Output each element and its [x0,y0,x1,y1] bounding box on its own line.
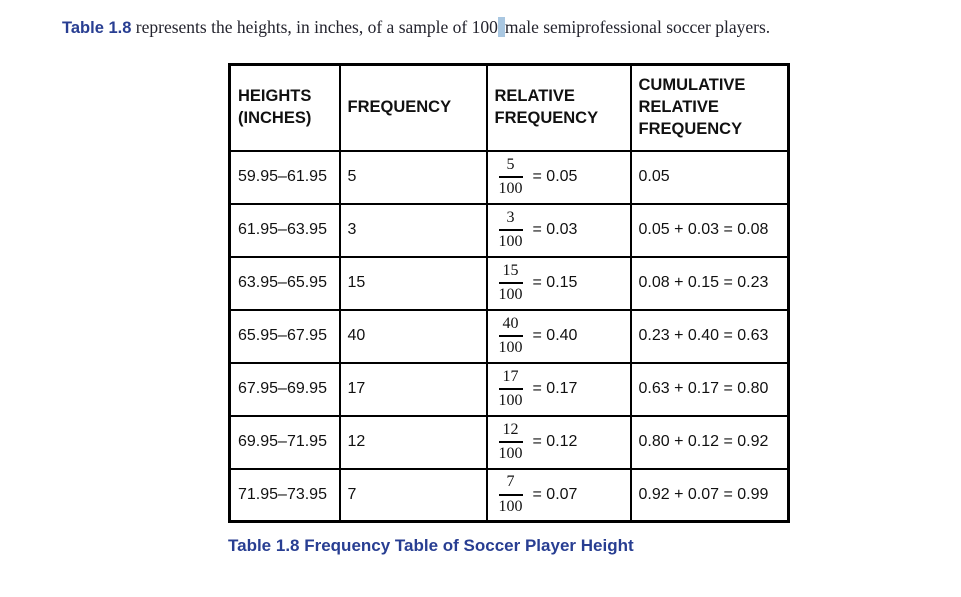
fraction-denominator: 100 [498,392,523,409]
intro-paragraph[interactable]: Table 1.8 represents the heights, in inc… [62,16,770,40]
cell-frequency: 7 [338,467,488,523]
cell-cumulative-relative-frequency: 0.08 + 0.15 = 0.23 [629,255,790,311]
fraction-numerator: 5 [498,156,523,178]
fraction-denominator: 100 [498,445,523,462]
cell-cumulative-relative-frequency: 0.80 + 0.12 = 0.92 [629,414,790,470]
column-header-cumulative-relative-frequency: CUMULATIVE RELATIVE FREQUENCY [629,63,790,152]
fraction-denominator: 100 [498,497,523,515]
cell-relative-frequency: 17 100 = 0.17 [485,361,632,417]
column-header-heights: HEIGHTS (INCHES) [228,63,341,152]
fraction-result: = 0.15 [532,274,578,291]
fraction-denominator: 100 [498,180,523,197]
cell-relative-frequency: 15 100 = 0.15 [485,255,632,311]
fraction: 5 100 [498,156,523,199]
intro-text-before-cursor: represents the heights, in inches, of a … [131,17,498,37]
fraction-numerator: 40 [498,315,523,337]
fraction-result: = 0.03 [532,221,578,238]
cell-heights: 69.95–71.95 [228,414,341,470]
table-row: 67.95–69.95 17 17 100 = 0.17 0.63 + 0.17 =… [228,361,790,417]
table-row: 63.95–65.95 15 15 100 = 0.15 0.08 + 0.15 =… [228,255,790,311]
cell-relative-frequency: 3 100 = 0.03 [485,202,632,258]
cell-heights: 63.95–65.95 [228,255,341,311]
fraction: 15 100 [498,262,523,305]
fraction-numerator: 12 [498,421,523,443]
cell-frequency: 5 [338,149,488,205]
cell-cumulative-relative-frequency: 0.23 + 0.40 = 0.63 [629,308,790,364]
fraction-numerator: 3 [498,209,523,231]
fraction-numerator: 15 [498,262,523,284]
fraction-result: = 0.07 [532,485,578,503]
cell-heights: 67.95–69.95 [228,361,341,417]
fraction-numerator: 17 [498,368,523,390]
cell-frequency: 40 [338,308,488,364]
cell-frequency: 17 [338,361,488,417]
cell-cumulative-relative-frequency: 0.63 + 0.17 = 0.80 [629,361,790,417]
table-row: 65.95–67.95 40 40 100 = 0.40 0.23 + 0.40 =… [228,308,790,364]
cell-relative-frequency: 7 100 = 0.07 [485,467,632,523]
fraction-denominator: 100 [498,233,523,250]
table-row: 59.95–61.95 5 5 100 = 0.05 0.05 [228,149,790,205]
text-selection-cursor [497,17,505,37]
fraction: 17 100 [498,368,523,411]
fraction: 7 100 [498,473,523,516]
fraction: 12 100 [498,421,523,464]
fraction-result: = 0.17 [532,380,578,397]
table-caption: Table 1.8 Frequency Table of Soccer Play… [228,536,634,555]
cell-cumulative-relative-frequency: 0.92 + 0.07 = 0.99 [629,467,790,523]
cell-relative-frequency: 5 100 = 0.05 [485,149,632,205]
cell-frequency: 12 [338,414,488,470]
cell-cumulative-relative-frequency: 0.05 + 0.03 = 0.08 [629,202,790,258]
cell-frequency: 3 [338,202,488,258]
fraction-result: = 0.40 [532,327,578,344]
cell-heights: 61.95–63.95 [228,202,341,258]
fraction-numerator: 7 [498,473,523,496]
cell-heights: 65.95–67.95 [228,308,341,364]
column-header-relative-frequency: RELATIVE FREQUENCY [485,63,632,152]
cell-heights: 71.95–73.95 [228,467,341,523]
cell-heights: 59.95–61.95 [228,149,341,205]
header-row: HEIGHTS (INCHES) FREQUENCY RELATIVE FREQ… [228,63,790,152]
table-row: 69.95–71.95 12 12 100 = 0.12 0.80 + 0.12 =… [228,414,790,470]
cell-relative-frequency: 40 100 = 0.40 [485,308,632,364]
intro-text-after-cursor: male semiprofessional soccer players. [504,17,771,37]
cell-frequency: 15 [338,255,488,311]
fraction-result: = 0.12 [532,433,578,450]
fraction: 3 100 [498,209,523,252]
fraction-denominator: 100 [498,286,523,303]
column-header-frequency: FREQUENCY [338,63,488,152]
fraction: 40 100 [498,315,523,358]
table-reference-label: Table 1.8 [62,19,132,37]
cell-relative-frequency: 12 100 = 0.12 [485,414,632,470]
cell-cumulative-relative-frequency: 0.05 [629,149,790,205]
fraction-denominator: 100 [498,339,523,356]
table-row: 71.95–73.95 7 7 100 = 0.07 0.92 + 0.07 = 0… [228,467,790,523]
fraction-result: = 0.05 [532,168,578,185]
frequency-table: HEIGHTS (INCHES) FREQUENCY RELATIVE FREQ… [228,63,790,523]
table-row: 61.95–63.95 3 3 100 = 0.03 0.05 + 0.03 = 0… [228,202,790,258]
